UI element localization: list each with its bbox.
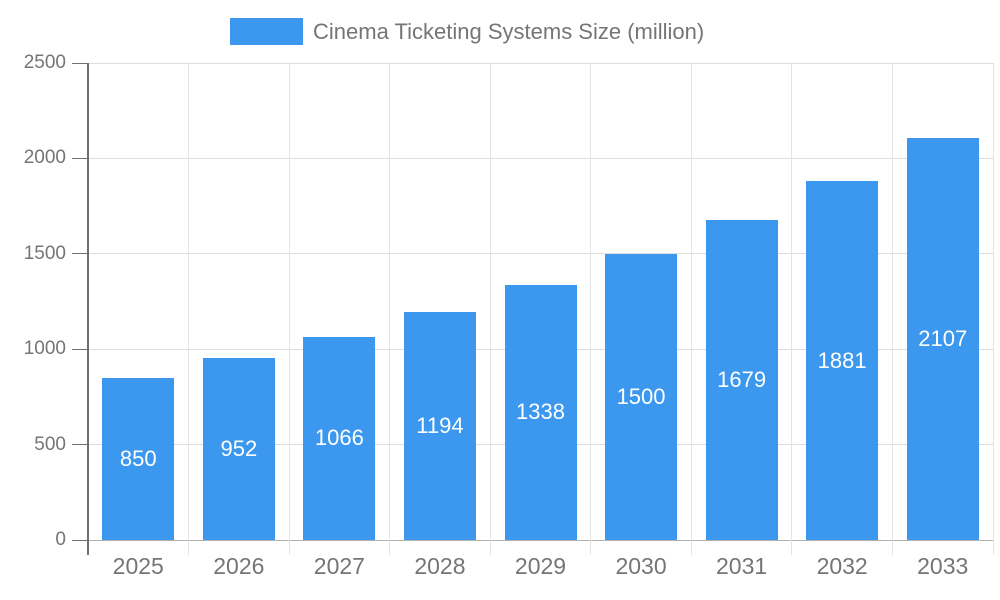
bar-value-label: 1500 [616,383,666,409]
x-axis-tick [188,540,190,555]
x-axis-tick [288,540,290,555]
y-axis-line [87,63,89,555]
bar-value-label: 1338 [516,399,565,425]
y-axis-tick [72,157,88,159]
x-tick-label: 2033 [917,553,969,579]
y-axis-tick [72,444,88,446]
y-tick-label: 500 [34,433,66,455]
x-axis-tick [590,540,592,555]
y-tick-label: 2000 [23,147,66,169]
y-tick-label: 1500 [23,242,66,264]
legend-item[interactable]: Cinema Ticketing Systems Size (million) [230,18,704,45]
y-tick-label: 1000 [23,338,66,360]
x-tick-label: 2028 [414,553,466,579]
gridline-vertical [992,63,994,540]
x-tick-label: 2029 [514,553,567,579]
bar-value-label: 1194 [416,413,464,439]
gridline-vertical [288,63,290,540]
x-tick-label: 2027 [313,553,365,579]
legend-label: Cinema Ticketing Systems Size (million) [313,18,705,44]
bar[interactable] [202,358,275,540]
y-axis-tick [72,253,88,255]
bar-value-label: 850 [119,445,157,471]
bar[interactable] [705,219,778,540]
y-axis-tick [72,539,88,541]
gridline-vertical [590,63,592,540]
gridline-vertical [389,63,391,540]
bar-value-label: 952 [220,436,258,462]
y-axis-tick [72,348,88,350]
x-axis-tick [992,540,994,555]
x-axis-tick [891,540,893,555]
gridline-vertical [188,63,190,540]
x-tick-label: 2025 [112,553,164,579]
bar-value-label: 1881 [817,347,867,373]
y-tick-label: 0 [55,529,66,550]
bar[interactable] [906,137,979,540]
y-tick-label: 2500 [23,52,66,73]
x-axis-tick [791,540,793,555]
bar[interactable] [504,284,577,540]
gridline-vertical [891,63,893,540]
gridline-horizontal [88,157,993,159]
x-tick-label: 2030 [615,553,667,579]
gridline-horizontal [88,253,993,255]
bar-value-label: 1679 [717,366,767,392]
bar[interactable] [102,377,175,540]
x-axis-tick [690,540,692,555]
y-axis-tick [72,62,88,64]
x-axis-tick [389,540,391,555]
x-tick-label: 2032 [816,553,868,579]
bar-value-label: 2107 [918,325,968,351]
legend-swatch-icon [230,18,303,45]
x-tick-label: 2031 [716,553,768,579]
gridline-horizontal [88,62,993,64]
gridline-vertical [489,63,491,540]
bar[interactable] [403,312,476,540]
gridline-horizontal [88,539,993,541]
gridline-vertical [791,63,793,540]
bar-value-label: 1066 [314,425,364,451]
bar[interactable] [806,181,879,540]
bar[interactable] [605,253,678,540]
bar[interactable] [303,336,376,540]
x-tick-label: 2026 [213,553,265,579]
x-axis-tick [489,540,491,555]
gridline-vertical [690,63,692,540]
